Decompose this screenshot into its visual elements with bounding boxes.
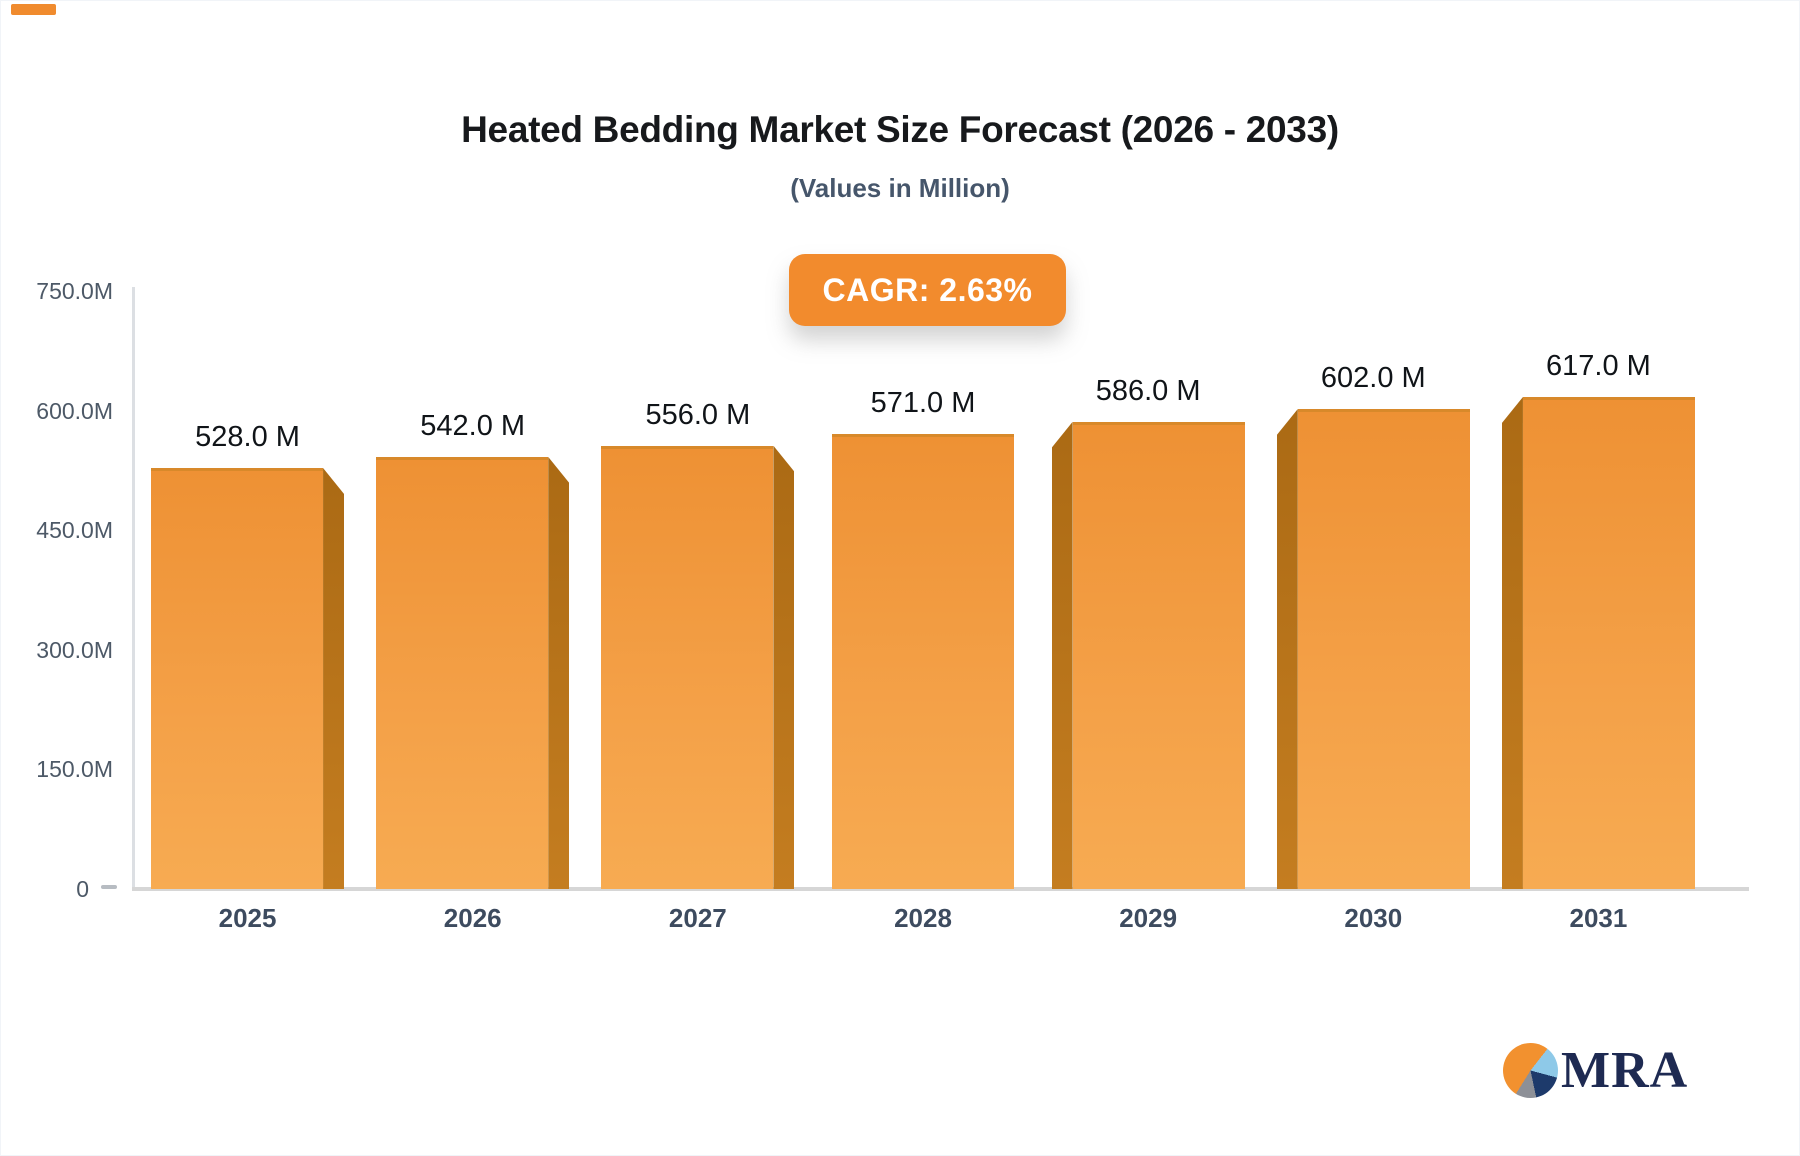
y-tick-label-300.0M: 300.0M: [36, 636, 113, 663]
bar-side-2026: [548, 456, 570, 889]
bar-face-2028: [832, 433, 1014, 889]
bar-value-label-2030: 602.0 M: [1320, 362, 1426, 394]
x-axis-label-2031: 2031: [1569, 903, 1628, 933]
y-tick-label-600.0M: 600.0M: [36, 397, 113, 424]
y-axis-line: [132, 287, 135, 891]
y-tick-label-450.0M: 450.0M: [36, 517, 113, 544]
cagr-badge-label: CAGR: 2.63%: [822, 271, 1033, 308]
mra-logo-text: MRA: [1561, 1041, 1689, 1099]
bar-side-2027: [773, 445, 795, 889]
bar-face-2026: [376, 456, 549, 889]
chart-subtitle: (Values in Million): [790, 173, 1010, 203]
x-axis-label-2025: 2025: [218, 903, 277, 933]
bar-side-2031: [1501, 397, 1523, 889]
cagr-badge: CAGR: 2.63%: [789, 254, 1066, 326]
bar-value-label-2028: 571.0 M: [870, 386, 976, 419]
y-tick-label-750.0M: 750.0M: [36, 278, 113, 304]
bar-face-2031: [1522, 397, 1695, 889]
bar-face-2029: [1072, 421, 1245, 889]
bar-side-2030: [1276, 409, 1298, 889]
y-tick-label-150.0M: 150.0M: [36, 756, 113, 783]
top-left-accent-bar: [11, 4, 56, 15]
x-axis-baseline: [132, 887, 1749, 891]
bar-face-2027: [601, 445, 774, 889]
x-axis-label-2027: 2027: [668, 903, 727, 933]
bar-value-label-2026: 542.0 M: [420, 409, 526, 442]
bar-value-label-2027: 556.0 M: [645, 398, 751, 431]
x-axis-label-2030: 2030: [1344, 903, 1403, 933]
x-axis-label-2026: 2026: [443, 903, 502, 933]
chart-title: Heated Bedding Market Size Forecast (202…: [461, 109, 1339, 150]
bar-face-2025: [151, 468, 324, 889]
pie-chart-icon: [1503, 1042, 1558, 1098]
bar-value-label-2025: 528.0 M: [195, 421, 300, 453]
bar-face-2030: [1297, 409, 1470, 889]
mra-logo[interactable]: MRA: [1503, 1041, 1688, 1099]
bar-value-label-2029: 586.0 M: [1095, 374, 1201, 407]
bar-value-label-2031: 617.0 M: [1546, 350, 1651, 383]
y-tick-label-0: 0: [76, 876, 89, 902]
x-axis-label-2029: 2029: [1119, 903, 1178, 933]
x-axis-label-2028: 2028: [894, 903, 952, 933]
bar-side-2025: [323, 468, 345, 889]
zero-tick-mark: [101, 885, 117, 889]
bar-side-2029: [1051, 421, 1073, 889]
